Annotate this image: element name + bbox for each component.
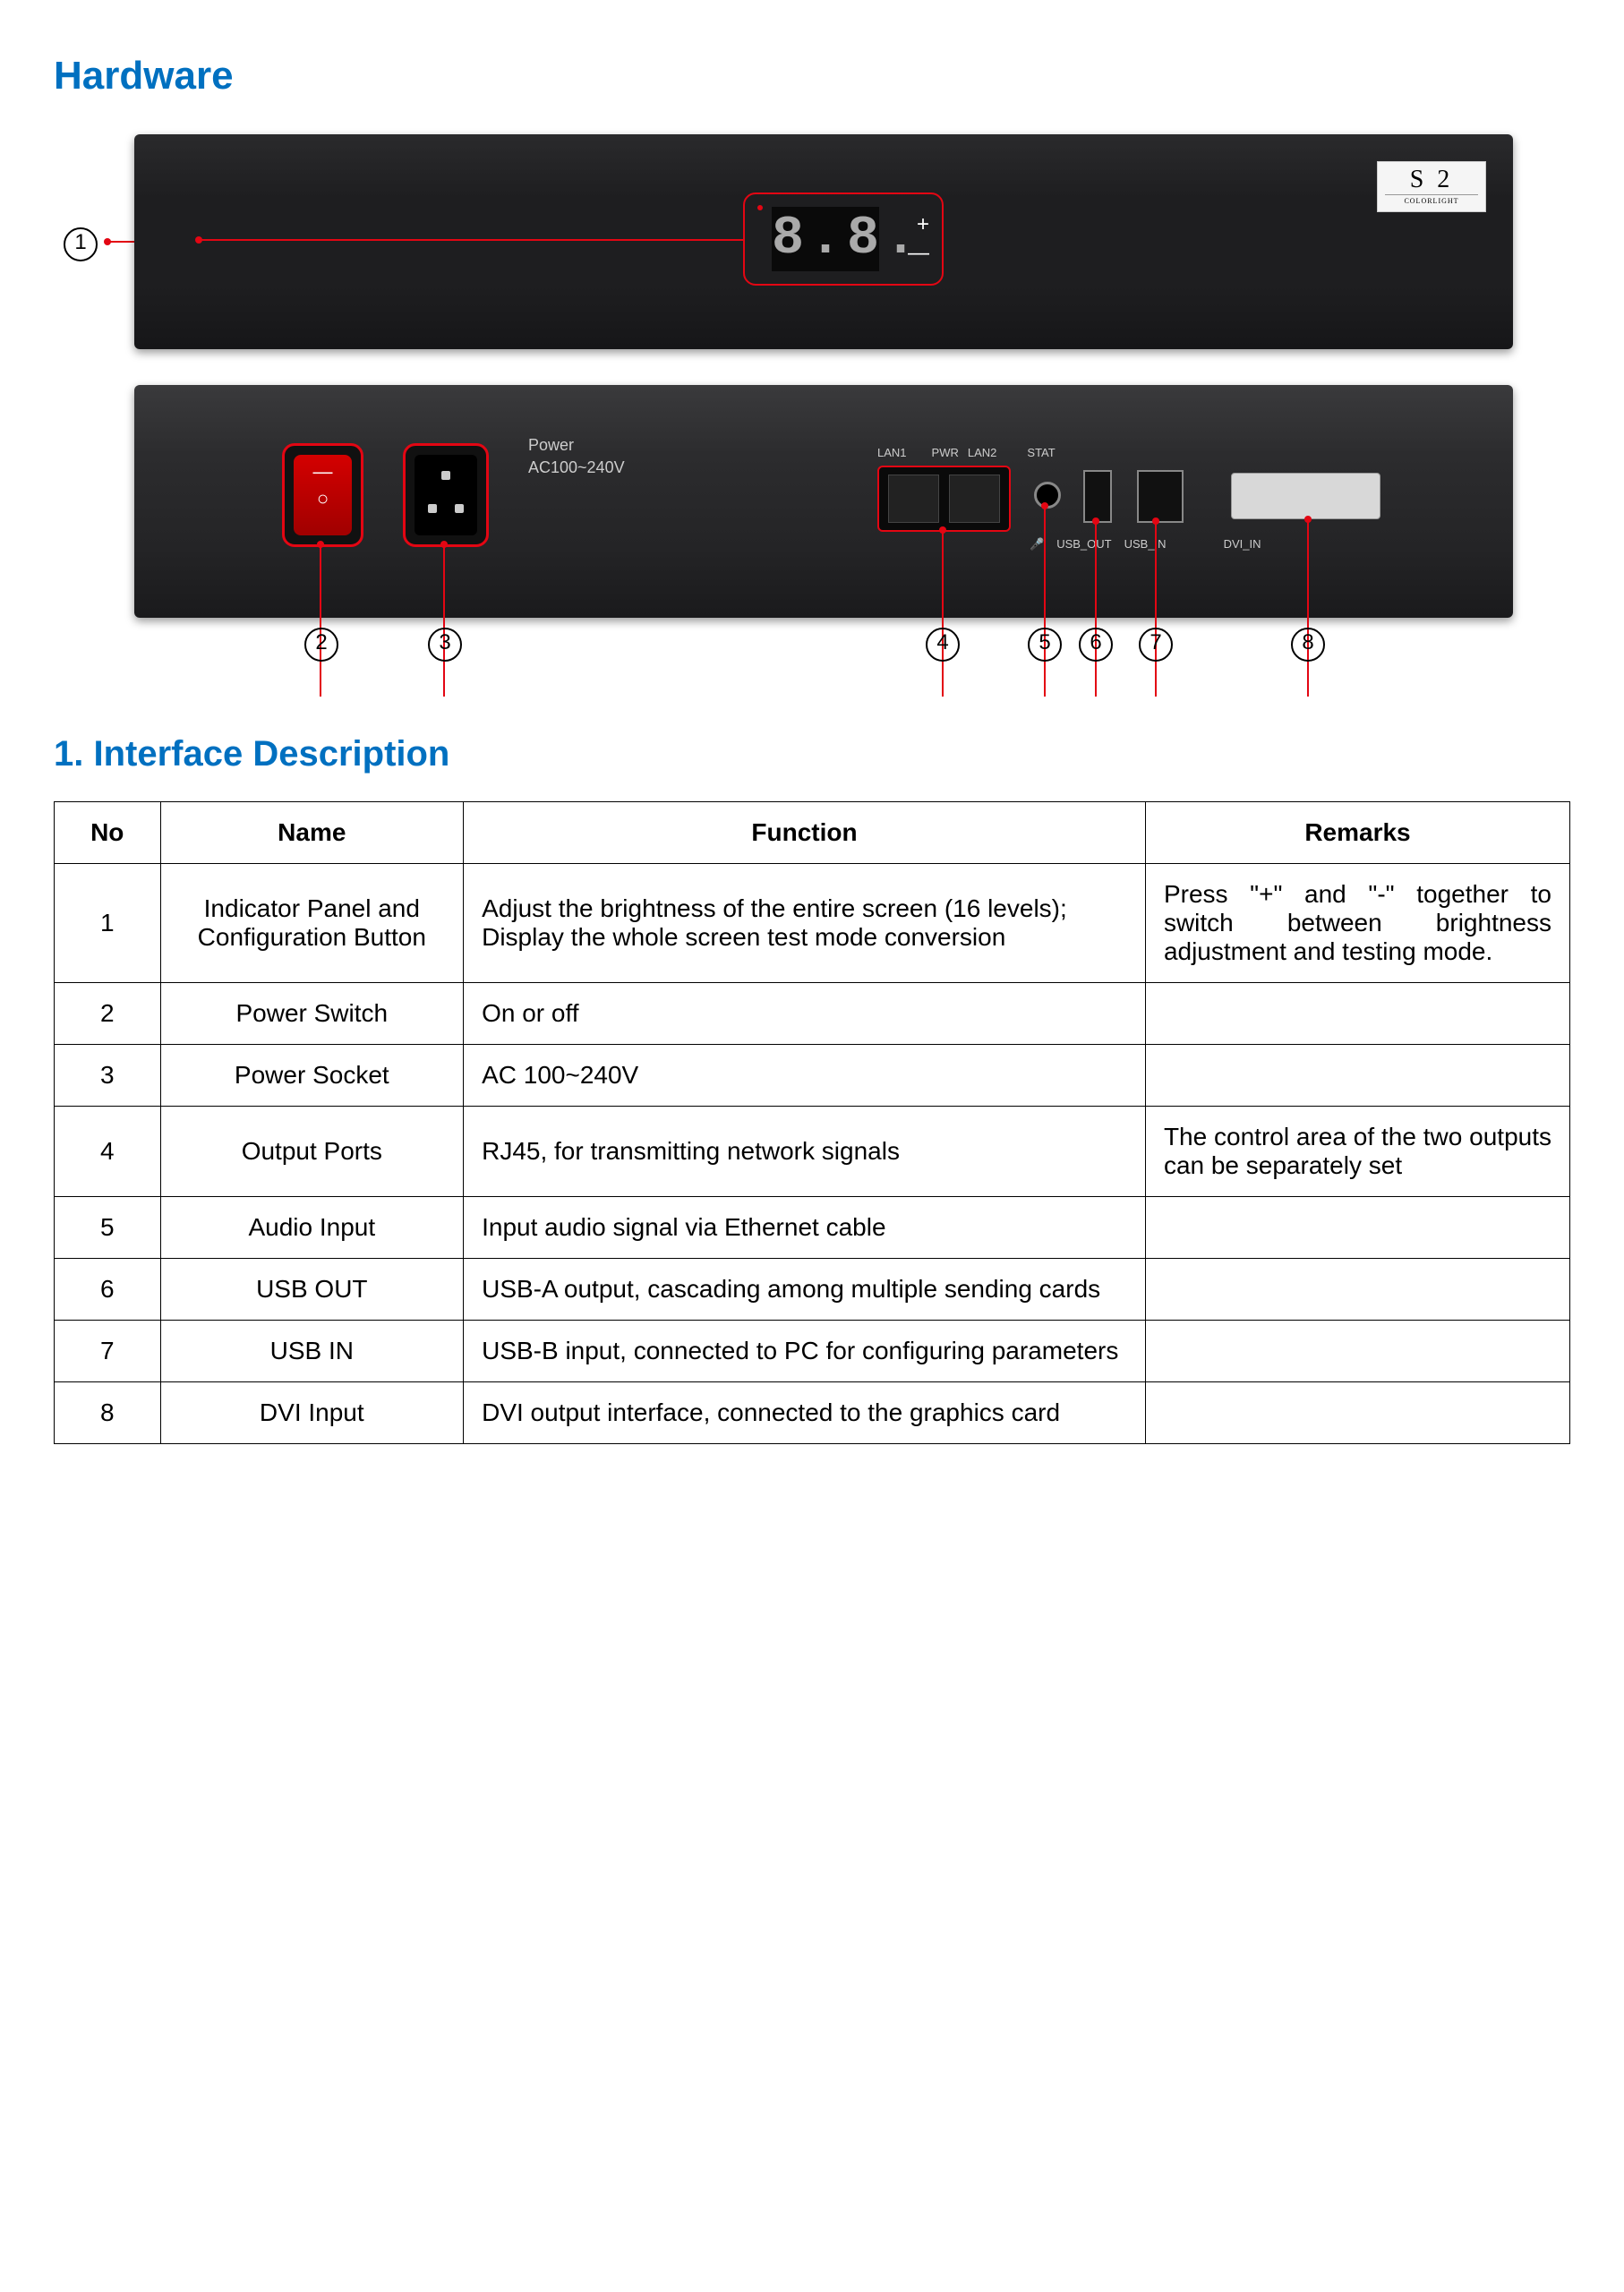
cell-remarks [1145,1259,1569,1321]
interface-table: No Name Function Remarks 1Indicator Pane… [54,801,1570,1444]
interface-heading: 1. Interface Description [54,734,1570,774]
usb-in-port[interactable] [1137,470,1184,523]
back-callout-numbers: 2 3 4 5 6 7 8 [134,627,1570,680]
device-front: 8.8. + — S 2 COLORLIGHT [134,134,1513,349]
seven-segment-display: 8.8. [772,207,879,271]
callout-1: 1 [54,223,107,261]
cell-name: Power Switch [160,983,464,1045]
hardware-heading: Hardware [54,54,1570,98]
lan1-port[interactable] [888,475,939,523]
brand-text: COLORLIGHT [1385,194,1478,205]
callout-7: 7 [1139,628,1173,662]
callout-3: 3 [428,628,462,662]
callout-8: 8 [1291,628,1325,662]
table-row: 6USB OUTUSB-A output, cascading among mu… [55,1259,1570,1321]
table-row: 8DVI InputDVI output interface, connecte… [55,1382,1570,1444]
cell-no: 7 [55,1321,161,1382]
table-header-row: No Name Function Remarks [55,802,1570,864]
top-port-labels: LAN1 PWR LAN2 STAT [877,446,1173,459]
callout-5: 5 [1028,628,1062,662]
th-no: No [55,802,161,864]
usb-out-port[interactable] [1083,470,1112,523]
cell-remarks [1145,1045,1569,1107]
callout-2: 2 [304,628,338,662]
table-row: 1Indicator Panel and Configuration Butto… [55,864,1570,983]
cell-name: USB IN [160,1321,464,1382]
back-view-row: Power AC100~240V LAN1 PWR LAN2 STAT 🎤 US… [54,385,1570,618]
plus-button[interactable]: + [917,214,929,235]
cell-name: DVI Input [160,1382,464,1444]
cell-name: Audio Input [160,1197,464,1259]
th-function: Function [464,802,1146,864]
cell-remarks [1145,983,1569,1045]
cell-function: DVI output interface, connected to the g… [464,1382,1146,1444]
front-view-row: 1 8.8. + — S 2 COLORLIGHT [54,134,1570,349]
bottom-port-labels: 🎤 USB_OUT USB_IN DVI_IN [1030,537,1261,552]
cell-no: 8 [55,1382,161,1444]
cell-remarks [1145,1382,1569,1444]
callout-6: 6 [1079,628,1113,662]
th-remarks: Remarks [1145,802,1569,864]
cell-name: Output Ports [160,1107,464,1197]
power-socket [403,443,489,547]
cell-name: Power Socket [160,1045,464,1107]
cell-function: RJ45, for transmitting network signals [464,1107,1146,1197]
cell-name: USB OUT [160,1259,464,1321]
dvi-in-port[interactable] [1231,473,1380,519]
callout-4: 4 [926,628,960,662]
cell-function: USB-A output, cascading among multiple s… [464,1259,1146,1321]
cell-function: On or off [464,983,1146,1045]
power-led-icon [757,205,763,210]
lan2-port[interactable] [949,475,1000,523]
cell-no: 5 [55,1197,161,1259]
device-back: Power AC100~240V LAN1 PWR LAN2 STAT 🎤 US… [134,385,1513,618]
cell-remarks: Press "+" and "-" together to switch bet… [1145,864,1569,983]
cell-no: 4 [55,1107,161,1197]
model-text: S 2 [1378,162,1485,194]
cell-function: AC 100~240V [464,1045,1146,1107]
cell-function: USB-B input, connected to PC for configu… [464,1321,1146,1382]
cell-function: Input audio signal via Ethernet cable [464,1197,1146,1259]
model-badge: S 2 COLORLIGHT [1377,161,1486,212]
cell-remarks [1145,1197,1569,1259]
cell-no: 1 [55,864,161,983]
table-row: 7USB INUSB-B input, connected to PC for … [55,1321,1570,1382]
cell-name: Indicator Panel and Configuration Button [160,864,464,983]
cell-function: Adjust the brightness of the entire scre… [464,864,1146,983]
table-row: 2Power SwitchOn or off [55,983,1570,1045]
th-name: Name [160,802,464,864]
power-switch[interactable] [282,443,363,547]
power-label: Power AC100~240V [528,434,625,479]
rj45-ports [877,466,1011,532]
table-row: 5Audio InputInput audio signal via Ether… [55,1197,1570,1259]
callout-1-num: 1 [64,227,98,261]
minus-button[interactable]: — [908,243,929,264]
cell-no: 3 [55,1045,161,1107]
table-row: 3Power SocketAC 100~240V [55,1045,1570,1107]
table-row: 4Output PortsRJ45, for transmitting netw… [55,1107,1570,1197]
cell-no: 2 [55,983,161,1045]
indicator-panel: 8.8. + — [743,192,944,286]
cell-no: 6 [55,1259,161,1321]
cell-remarks [1145,1321,1569,1382]
cell-remarks: The control area of the two outputs can … [1145,1107,1569,1197]
